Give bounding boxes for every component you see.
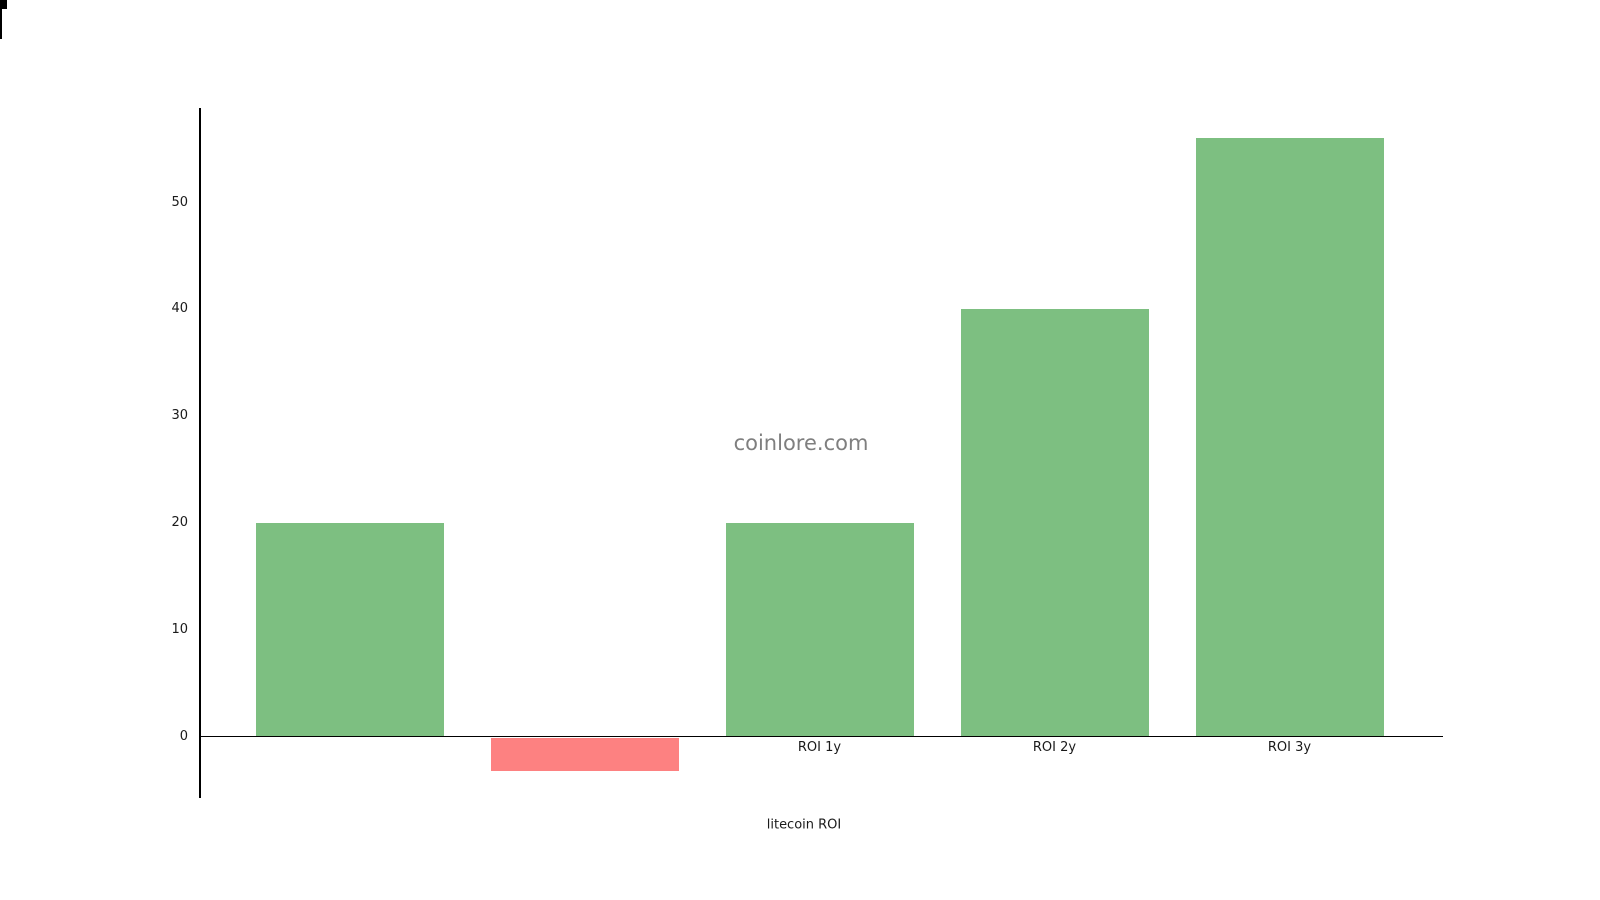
x-axis-line <box>199 735 1443 738</box>
x-tick-label: ROI 3y <box>1267 740 1312 755</box>
y-tick-mark <box>0 4 7 6</box>
y-tick-label: 50 <box>171 194 188 210</box>
y-tick-label: 0 <box>179 728 188 744</box>
y-tick-label: 10 <box>171 621 188 637</box>
x-tick-mark <box>0 27 2 33</box>
y-tick-mark <box>0 1 7 3</box>
x-tick-mark <box>0 21 2 27</box>
x-axis-title: litecoin ROI <box>766 817 842 833</box>
y-axis-spine <box>199 108 201 798</box>
bar-2 <box>490 738 679 772</box>
x-tick-mark <box>0 15 2 21</box>
y-tick-label: 20 <box>171 514 188 530</box>
x-tick-mark <box>0 9 2 15</box>
plot-area: 0 10 20 30 40 50 ROI 1y ROI 2y ROI 3y <box>0 0 1600 798</box>
y-tick-mark <box>0 7 7 9</box>
y-tick-mark <box>0 0 7 2</box>
y-tick-label: 30 <box>171 408 188 424</box>
bar-roi-2y <box>960 309 1149 737</box>
y-tick-label: 40 <box>171 301 188 317</box>
bar-1 <box>255 522 444 737</box>
bar-roi-1y <box>725 522 914 737</box>
y-tick-mark <box>0 3 7 5</box>
y-tick-mark <box>0 6 7 8</box>
x-tick-label: ROI 1y <box>797 740 842 755</box>
x-tick-label: ROI 2y <box>1032 740 1077 755</box>
bar-roi-3y <box>1195 138 1384 737</box>
x-tick-mark <box>0 33 2 39</box>
watermark-text: coinlore.com <box>733 431 869 455</box>
